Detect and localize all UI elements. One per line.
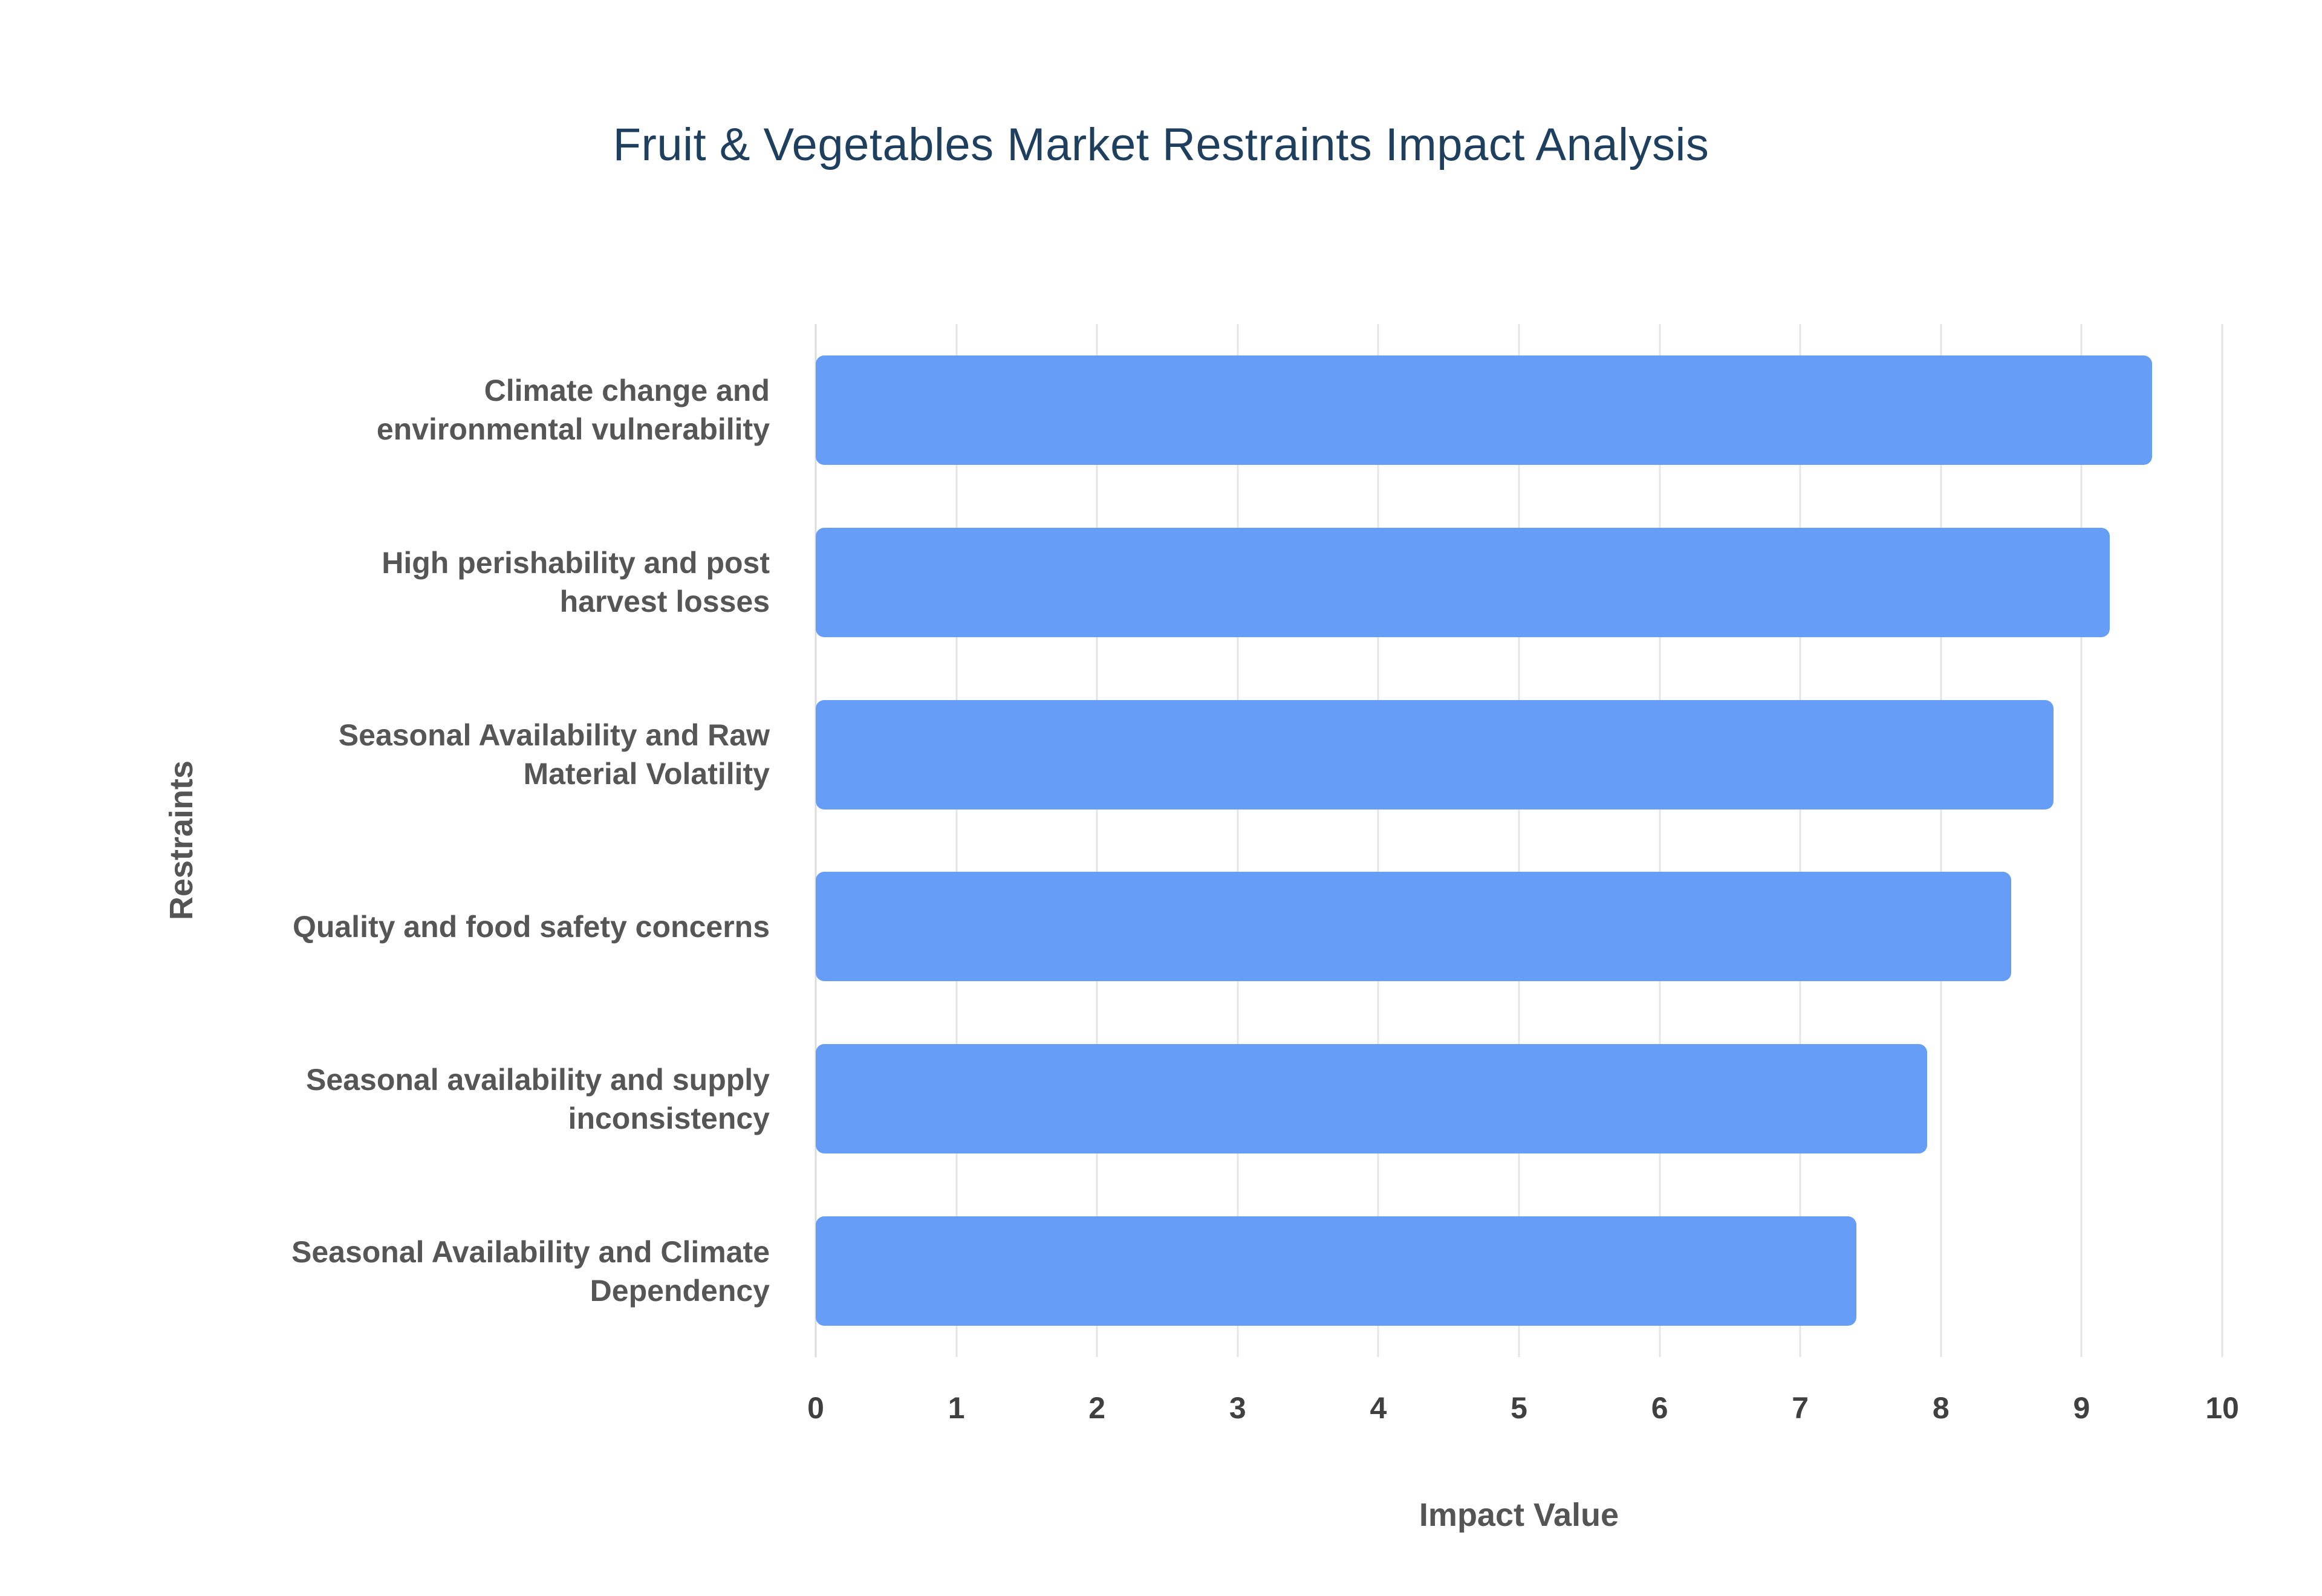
x-tick-label: 1 [948, 1391, 965, 1425]
x-tick-label: 4 [1370, 1391, 1387, 1425]
bar[interactable] [816, 527, 2110, 637]
category-label: Seasonal Availability and Climate Depend… [291, 1234, 770, 1308]
gridline-x-6 [1659, 324, 1661, 1357]
gridline-x-4 [1377, 324, 1379, 1357]
x-tick-label: 10 [2205, 1391, 2239, 1425]
gridline-x-2 [1096, 324, 1098, 1357]
x-tick-label: 6 [1651, 1391, 1668, 1425]
x-axis-title: Impact Value [1419, 1497, 1619, 1533]
x-tick-label: 7 [1792, 1391, 1809, 1425]
gridline-x-10 [2221, 324, 2223, 1357]
bar[interactable] [816, 355, 2152, 465]
bar[interactable] [816, 699, 2054, 809]
gridline-x-8 [1940, 324, 1942, 1357]
x-tick-label: 5 [1511, 1391, 1527, 1425]
category-label: Quality and food safety concerns [292, 909, 770, 944]
gridline-x-9 [2080, 324, 2083, 1357]
gridline-x-7 [1799, 324, 1801, 1357]
bar[interactable] [816, 872, 2012, 982]
y-axis-title: Restraints [163, 760, 200, 921]
bar[interactable] [816, 1216, 1857, 1326]
x-tick-label: 2 [1088, 1391, 1106, 1425]
category-label: Climate change and environmental vulnera… [376, 374, 770, 447]
chart-title: Fruit & Vegetables Market Restraints Imp… [613, 119, 1709, 170]
category-label: Seasonal availability and supply inconsi… [306, 1062, 770, 1135]
gridline-x-0 [815, 324, 817, 1357]
x-tick-label: 3 [1229, 1391, 1246, 1425]
category-label: High perishability and post harvest loss… [382, 546, 770, 619]
x-tick-label: 8 [1932, 1391, 1950, 1425]
x-tick-label: 9 [2073, 1391, 2090, 1425]
category-label: Seasonal Availability and Raw Material V… [338, 718, 770, 791]
gridline-x-5 [1518, 324, 1520, 1357]
y-axis-tick-labels: Climate change and environmental vulnera… [266, 324, 794, 1357]
bar[interactable] [816, 1044, 1927, 1154]
gridline-x-3 [1237, 324, 1239, 1357]
gridline-x-1 [955, 324, 958, 1357]
plot-area [815, 324, 2223, 1357]
x-tick-label: 0 [807, 1391, 824, 1425]
x-axis-tick-labels: 0 1 2 3 4 5 6 7 8 9 10 [807, 1390, 2239, 1439]
